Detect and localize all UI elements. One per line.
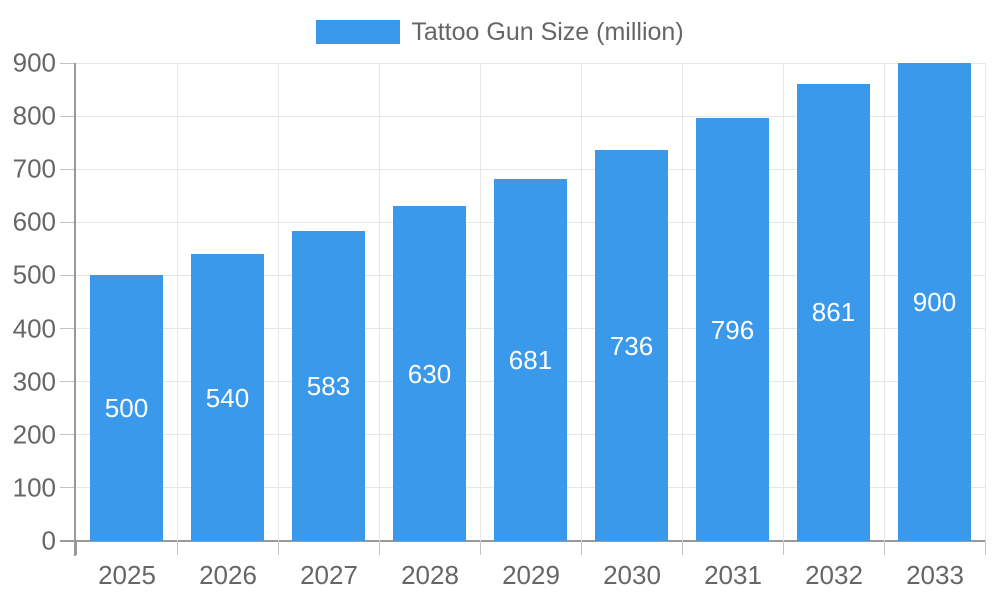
y-gridline bbox=[76, 169, 985, 170]
bar-value-label: 681 bbox=[508, 345, 553, 375]
y-tick-label: 700 bbox=[12, 153, 56, 184]
bar[interactable] bbox=[393, 206, 466, 541]
x-gridline bbox=[783, 63, 784, 541]
y-tick-mark bbox=[60, 540, 76, 542]
y-tick-mark bbox=[60, 381, 76, 382]
x-tick-mark bbox=[278, 541, 279, 555]
bar[interactable] bbox=[898, 63, 971, 541]
x-tick-label: 2033 bbox=[906, 560, 964, 590]
x-tick-mark bbox=[177, 541, 178, 555]
y-tick-label: 0 bbox=[41, 525, 56, 556]
x-tick-label: 2030 bbox=[603, 560, 661, 590]
x-gridline bbox=[884, 63, 885, 541]
y-tick-label: 500 bbox=[12, 259, 56, 290]
bar[interactable] bbox=[191, 254, 264, 541]
x-tick-mark bbox=[783, 541, 784, 555]
bar[interactable] bbox=[595, 150, 668, 541]
bar-value-label: 900 bbox=[912, 287, 957, 317]
x-gridline bbox=[177, 63, 178, 541]
x-tick-label: 2032 bbox=[805, 560, 863, 590]
x-tick-label: 2031 bbox=[704, 560, 762, 590]
x-gridline bbox=[985, 63, 986, 541]
y-gridline bbox=[76, 63, 985, 64]
x-gridline bbox=[379, 63, 380, 541]
x-tick-mark bbox=[480, 541, 481, 555]
bar-value-label: 861 bbox=[811, 297, 856, 327]
y-tick-mark bbox=[60, 487, 76, 488]
x-tick-mark bbox=[379, 541, 380, 555]
y-tick-mark bbox=[60, 275, 76, 276]
x-tick-mark bbox=[985, 541, 986, 555]
y-tick-mark bbox=[60, 434, 76, 435]
y-tick-label: 800 bbox=[12, 100, 56, 131]
legend-swatch bbox=[316, 20, 401, 44]
bar-value-label: 540 bbox=[205, 383, 250, 413]
x-tick-label: 2029 bbox=[502, 560, 560, 590]
y-tick-label: 600 bbox=[12, 206, 56, 237]
bar-value-label: 736 bbox=[609, 331, 654, 361]
legend[interactable]: Tattoo Gun Size (million) bbox=[0, 17, 1000, 47]
y-tick-label: 400 bbox=[12, 313, 56, 344]
x-gridline bbox=[278, 63, 279, 541]
legend-label: Tattoo Gun Size (million) bbox=[411, 18, 684, 46]
y-tick-mark bbox=[60, 169, 76, 170]
y-tick-label: 100 bbox=[12, 472, 56, 503]
y-tick-label: 900 bbox=[12, 47, 56, 78]
x-tick-mark bbox=[682, 541, 683, 555]
bar-value-label: 630 bbox=[407, 359, 452, 389]
x-gridline bbox=[480, 63, 481, 541]
y-tick-mark bbox=[60, 63, 76, 64]
bar-value-label: 583 bbox=[306, 371, 351, 401]
x-axis-line bbox=[76, 540, 985, 542]
bar[interactable] bbox=[696, 118, 769, 541]
y-tick-mark bbox=[60, 222, 76, 223]
bar[interactable] bbox=[494, 179, 567, 541]
bar[interactable] bbox=[292, 231, 365, 541]
y-tick-mark bbox=[60, 116, 76, 117]
x-tick-label: 2025 bbox=[98, 560, 156, 590]
bar[interactable] bbox=[797, 84, 870, 541]
x-tick-label: 2026 bbox=[199, 560, 257, 590]
y-tick-label: 200 bbox=[12, 419, 56, 450]
y-tick-mark bbox=[60, 328, 76, 329]
y-tick-label: 300 bbox=[12, 366, 56, 397]
x-gridline bbox=[581, 63, 582, 541]
bar[interactable] bbox=[90, 275, 163, 541]
y-gridline bbox=[76, 116, 985, 117]
x-tick-mark bbox=[75, 541, 77, 555]
x-gridline bbox=[682, 63, 683, 541]
y-axis-line bbox=[74, 63, 76, 556]
x-tick-mark bbox=[884, 541, 885, 555]
bar-value-label: 796 bbox=[710, 315, 755, 345]
x-tick-label: 2028 bbox=[401, 560, 459, 590]
x-tick-label: 2027 bbox=[300, 560, 358, 590]
bar-value-label: 500 bbox=[104, 393, 149, 423]
x-tick-mark bbox=[581, 541, 582, 555]
